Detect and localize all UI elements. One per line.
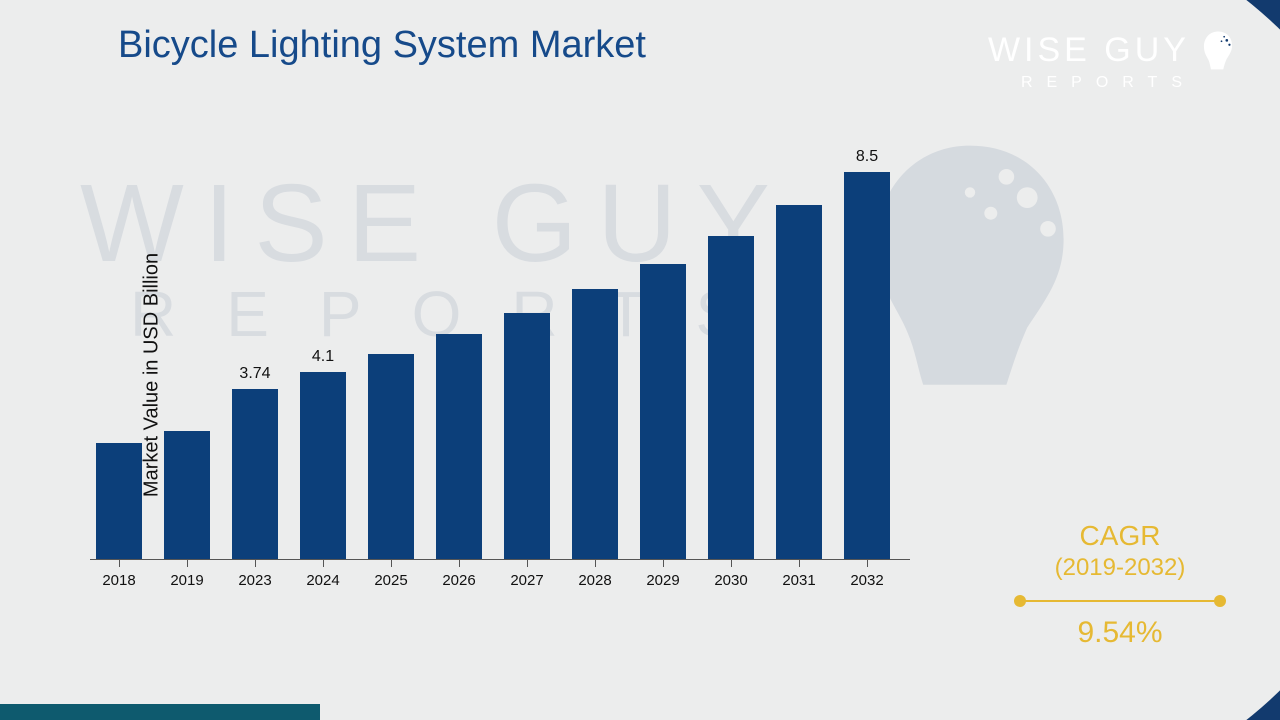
x-tick-label: 2024: [306, 572, 339, 589]
bar: [96, 443, 142, 559]
x-tick: [799, 559, 800, 567]
x-tick: [731, 559, 732, 567]
cagr-value: 9.54%: [1010, 616, 1230, 650]
cagr-divider: [1020, 600, 1220, 602]
x-tick: [187, 559, 188, 567]
cagr-title: CAGR: [1010, 520, 1230, 552]
plot-area: 201820193.7420234.1202420252026202720282…: [90, 150, 910, 560]
x-tick-label: 2023: [238, 572, 271, 589]
x-tick-label: 2029: [646, 572, 679, 589]
logo-main-text: WISE GUY: [988, 31, 1190, 70]
x-tick-label: 2030: [714, 572, 747, 589]
x-tick-label: 2028: [578, 572, 611, 589]
x-tick-label: 2032: [850, 572, 883, 589]
x-tick-label: 2027: [510, 572, 543, 589]
x-tick: [323, 559, 324, 567]
x-tick: [867, 559, 868, 567]
bar-chart: Market Value in USD Billion 201820193.74…: [70, 150, 910, 600]
logo-head-icon: [1196, 28, 1240, 72]
bar: 3.74: [232, 389, 278, 559]
infographic-stage: WISE GUY REPORTS Bicycle Lighting System…: [0, 0, 1280, 720]
bar: [504, 313, 550, 559]
bar: 4.1: [300, 372, 346, 559]
bar: [640, 264, 686, 559]
bar: [708, 236, 754, 559]
x-tick-label: 2026: [442, 572, 475, 589]
bar: [436, 334, 482, 559]
cagr-block: CAGR (2019-2032) 9.54%: [1010, 520, 1230, 650]
x-tick-label: 2031: [782, 572, 815, 589]
x-tick-label: 2019: [170, 572, 203, 589]
chart-title: Bicycle Lighting System Market: [118, 24, 646, 67]
footer-strip: [0, 704, 320, 720]
bar: [572, 289, 618, 559]
x-tick: [663, 559, 664, 567]
x-tick-label: 2025: [374, 572, 407, 589]
x-tick: [459, 559, 460, 567]
bar: [164, 431, 210, 559]
bar-value-label: 3.74: [239, 365, 270, 383]
x-tick: [527, 559, 528, 567]
x-tick-label: 2018: [102, 572, 135, 589]
x-tick: [595, 559, 596, 567]
logo-sub-text: REPORTS: [988, 74, 1240, 92]
brand-logo: WISE GUY REPORTS: [988, 28, 1240, 92]
bar: 8.5: [844, 172, 890, 559]
x-tick: [391, 559, 392, 567]
bar: [368, 354, 414, 559]
cagr-range: (2019-2032): [1010, 554, 1230, 582]
bar-value-label: 4.1: [312, 348, 334, 366]
x-tick: [119, 559, 120, 567]
x-tick: [255, 559, 256, 567]
bar-value-label: 8.5: [856, 148, 878, 166]
bar: [776, 205, 822, 559]
